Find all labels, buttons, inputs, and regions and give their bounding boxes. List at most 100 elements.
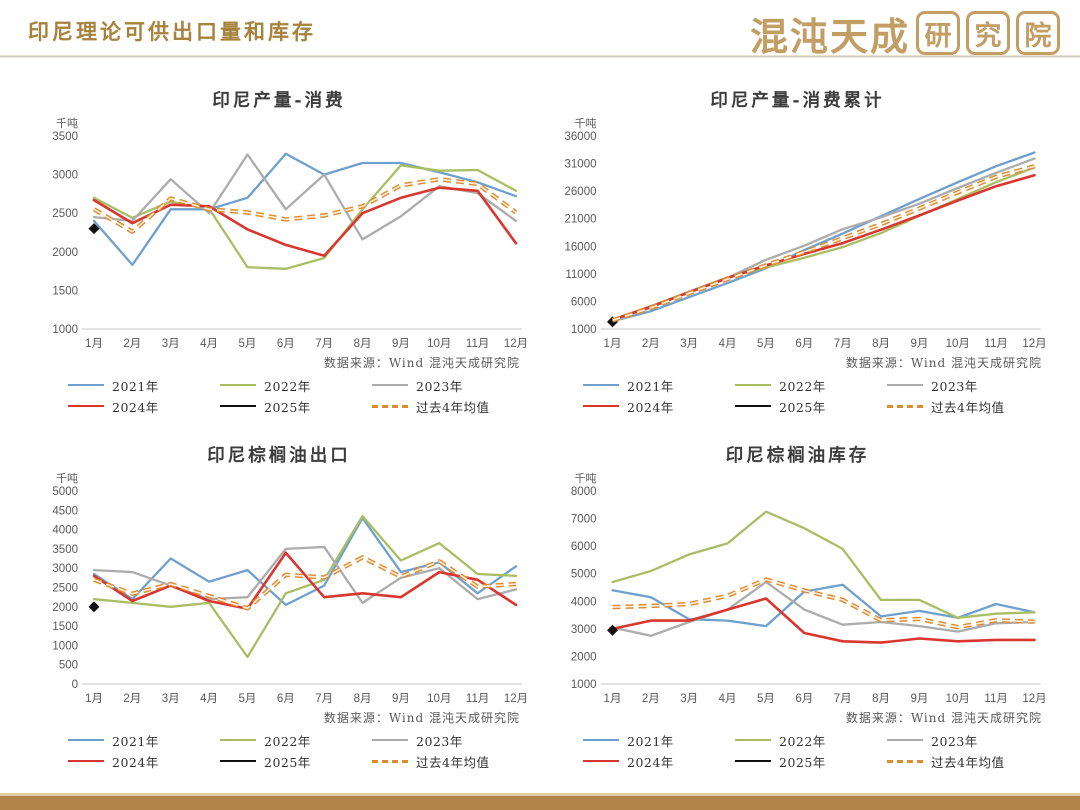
- logo-seal-icon: 院: [1016, 11, 1060, 55]
- y-tick-label: 3500: [52, 131, 78, 143]
- legend-line-icon: [372, 404, 408, 408]
- legend-item-过去4年均值: 过去4年均值: [372, 396, 530, 416]
- x-tick-label: 12月: [504, 693, 528, 705]
- legend-item-2025年: 2025年: [220, 751, 372, 771]
- legend-line-icon: [583, 739, 619, 741]
- x-tick-label: 12月: [504, 338, 528, 350]
- legend-item-2021年: 2021年: [68, 375, 220, 395]
- legend-label: 2022年: [779, 378, 826, 394]
- x-tick-label: 6月: [795, 693, 813, 705]
- diamond-marker-2025年: [88, 223, 100, 235]
- legend-item-2023年: 2023年: [372, 375, 530, 395]
- legend-item-2021年: 2021年: [583, 730, 735, 750]
- series-line-core-过去4年均值: [93, 178, 517, 233]
- x-tick-label: 10月: [946, 338, 970, 350]
- chart-panel-palm-oil-inventory: 印尼棕榈油库存 千吨 8000 7000 6000 5000 4000 3000 2000 10…: [543, 441, 1052, 791]
- page-title: 印尼理论可供出口量和库存: [28, 19, 316, 44]
- x-tick-label: 7月: [315, 338, 333, 350]
- legend-label: 2023年: [931, 378, 978, 394]
- y-tick-label: 2500: [52, 583, 78, 595]
- chart-panel-production-consumption: 印尼产量-消费 千吨 3500 3000 2500 2000 1500 1000 1月 2月 3月…: [28, 86, 530, 436]
- y-tick-label: 1000: [571, 679, 597, 691]
- legend-label: 2022年: [264, 733, 311, 749]
- legend-item-过去4年均值: 过去4年均值: [887, 751, 1052, 771]
- legend-label: 2021年: [627, 378, 674, 394]
- series-line-core-过去4年均值: [93, 556, 517, 610]
- x-tick-label: 6月: [277, 338, 295, 350]
- y-tick-label: 2000: [52, 247, 78, 259]
- x-tick-label: 6月: [795, 338, 813, 350]
- series-line-2024年: [611, 597, 1036, 644]
- legend-line-icon: [68, 384, 104, 386]
- brand-logo: 混沌天成 研 究 院: [749, 8, 1060, 59]
- y-tick-label: 4500: [52, 505, 78, 517]
- x-tick-label: 11月: [984, 338, 1007, 350]
- x-tick-label: 9月: [392, 338, 410, 350]
- legend-label: 2021年: [627, 733, 674, 749]
- legend-item-2021年: 2021年: [68, 730, 220, 750]
- legend-line-icon: [887, 404, 923, 408]
- data-source-note: 数据来源：Wind 混沌天成研究院: [323, 711, 520, 725]
- y-tick-label: 31000: [565, 159, 597, 171]
- legend-line-icon: [583, 405, 619, 407]
- legend-line-icon: [220, 405, 256, 407]
- x-tick-label: 8月: [354, 693, 372, 705]
- legend-label: 2023年: [931, 733, 978, 749]
- series-line-2021年: [92, 152, 518, 267]
- series-line-2021年: [92, 516, 518, 607]
- x-tick-label: 1月: [604, 338, 622, 350]
- legend-item-2022年: 2022年: [735, 375, 887, 395]
- y-tick-label: 6000: [571, 296, 597, 308]
- x-tick-label: 4月: [719, 693, 737, 705]
- x-tick-label: 5月: [239, 338, 257, 350]
- legend-item-2025年: 2025年: [735, 751, 887, 771]
- footer-bar: [0, 793, 1080, 810]
- legend-line-icon: [887, 384, 923, 386]
- data-source-note: 数据来源：Wind 混沌天成研究院: [323, 356, 520, 370]
- y-axis-unit: 千吨: [575, 117, 597, 130]
- y-tick-label: 1500: [52, 621, 78, 633]
- legend-line-icon: [887, 759, 923, 763]
- logo-text: 混沌天成: [749, 13, 910, 59]
- y-tick-label: 4000: [52, 525, 78, 537]
- series-line-2023年: [611, 580, 1036, 637]
- legend-item-2024年: 2024年: [68, 751, 220, 771]
- y-tick-label: 1000: [571, 324, 597, 336]
- legend-line-icon: [220, 384, 256, 386]
- diamond-marker-2025年: [607, 316, 618, 328]
- legend-item-2022年: 2022年: [735, 730, 887, 750]
- x-tick-label: 7月: [834, 338, 852, 350]
- legend-item-2025年: 2025年: [220, 396, 372, 416]
- x-tick-label: 11月: [466, 693, 489, 705]
- x-tick-label: 1月: [85, 693, 103, 705]
- legend-item-2022年: 2022年: [220, 730, 372, 750]
- legend-item-2024年: 2024年: [583, 751, 735, 771]
- legend-item-过去4年均值: 过去4年均值: [372, 751, 530, 771]
- y-tick-label: 3000: [571, 624, 597, 636]
- y-tick-label: 2000: [52, 602, 78, 614]
- legend-line-icon: [372, 739, 408, 741]
- x-tick-label: 6月: [277, 693, 295, 705]
- legend-line-icon: [735, 405, 771, 407]
- legend-label: 2024年: [112, 399, 159, 415]
- chart-legend: 2021年 2022年 2023年 2024年 2025年 过去4年均值: [28, 375, 530, 416]
- chart-panel-palm-oil-export: 印尼棕榈油出口 千吨 5000 4500 4000 3500 3000 2500 2000 15…: [28, 441, 530, 791]
- y-tick-label: 21000: [565, 214, 597, 226]
- chart-legend: 2021年 2022年 2023年 2024年 2025年 过去4年均值: [28, 730, 530, 771]
- x-tick-label: 9月: [910, 693, 928, 705]
- x-tick-label: 3月: [680, 338, 698, 350]
- series-line-2022年: [92, 164, 518, 270]
- y-tick-label: 16000: [565, 241, 597, 253]
- x-tick-label: 2月: [642, 338, 660, 350]
- x-tick-label: 11月: [984, 693, 1007, 705]
- x-tick-label: 3月: [162, 693, 180, 705]
- diamond-marker-2025年: [88, 601, 100, 613]
- legend-label: 2025年: [779, 754, 826, 770]
- legend-item-2023年: 2023年: [887, 730, 1052, 750]
- legend-label: 2024年: [627, 399, 674, 415]
- series-line-2024年: [92, 186, 518, 257]
- x-tick-label: 11月: [466, 338, 489, 350]
- legend-item-2023年: 2023年: [372, 730, 530, 750]
